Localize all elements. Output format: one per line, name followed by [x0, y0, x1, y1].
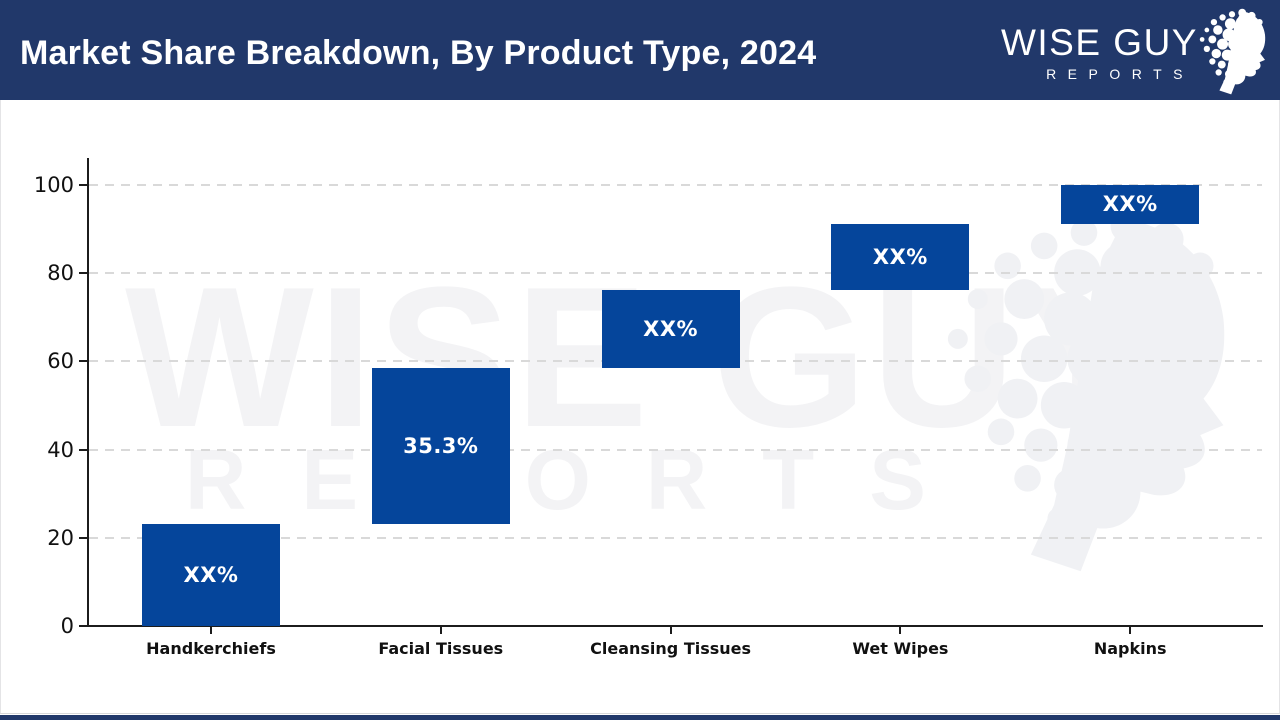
x-tick — [439, 627, 442, 634]
x-tick — [899, 627, 902, 634]
y-axis-line — [87, 158, 89, 627]
gridline-40 — [89, 448, 1262, 451]
gridline-20 — [89, 536, 1262, 539]
y-tick-label: 0 — [60, 614, 74, 638]
page-title: Market Share Breakdown, By Product Type,… — [20, 34, 817, 72]
y-tick-label: 40 — [47, 437, 74, 462]
y-tick-0 — [79, 625, 88, 627]
bar-value-label: XX% — [643, 316, 699, 341]
x-tick — [1129, 627, 1132, 634]
bar-cleansing-tissues: XX% — [601, 289, 740, 368]
left-border — [0, 100, 1, 713]
x-axis-label: Cleansing Tissues — [590, 639, 752, 658]
y-tick-label: 20 — [47, 525, 74, 550]
y-tick-label: 100 — [33, 173, 74, 197]
bar-value-label: XX% — [1102, 192, 1158, 217]
brand-logo: WISE GUY REPORTS — [1001, 4, 1272, 96]
footer-stripe — [0, 715, 1280, 720]
bar-handkerchiefs: XX% — [142, 523, 280, 626]
footer-hairline — [0, 713, 1280, 714]
x-tick — [669, 627, 672, 634]
y-tick-100 — [79, 184, 88, 186]
y-tick-80 — [79, 272, 88, 275]
y-tick-20 — [79, 536, 88, 539]
header: Market Share Breakdown, By Product Type,… — [0, 0, 1280, 100]
bar-wet-wipes: XX% — [831, 223, 970, 290]
y-tick-40 — [79, 448, 88, 451]
logo-wordmark: WISE GUY — [1000, 22, 1198, 63]
watermark-subtitle: REPORTS — [185, 433, 981, 528]
logo-subtitle: REPORTS — [1046, 66, 1194, 82]
bar-facial-tissues: 35.3% — [371, 368, 510, 524]
bar-value-label: XX% — [872, 244, 928, 269]
bar-value-label: XX% — [183, 562, 239, 587]
y-tick-60 — [79, 360, 88, 363]
bar-value-label: 35.3% — [403, 433, 479, 458]
x-axis-label: Handkerchiefs — [146, 639, 276, 658]
x-axis-label: Napkins — [1093, 639, 1167, 658]
y-tick-label: 80 — [47, 261, 74, 286]
x-tick — [210, 627, 212, 634]
x-axis-label: Wet Wipes — [852, 639, 949, 658]
gridline-100 — [89, 184, 1262, 186]
x-axis-label: Facial Tissues — [378, 639, 504, 658]
y-tick-label: 60 — [47, 349, 74, 374]
gridline-80 — [89, 272, 1262, 275]
logo-head-icon — [1199, 8, 1266, 95]
x-axis-line — [87, 625, 1263, 627]
bar-napkins: XX% — [1061, 185, 1200, 224]
